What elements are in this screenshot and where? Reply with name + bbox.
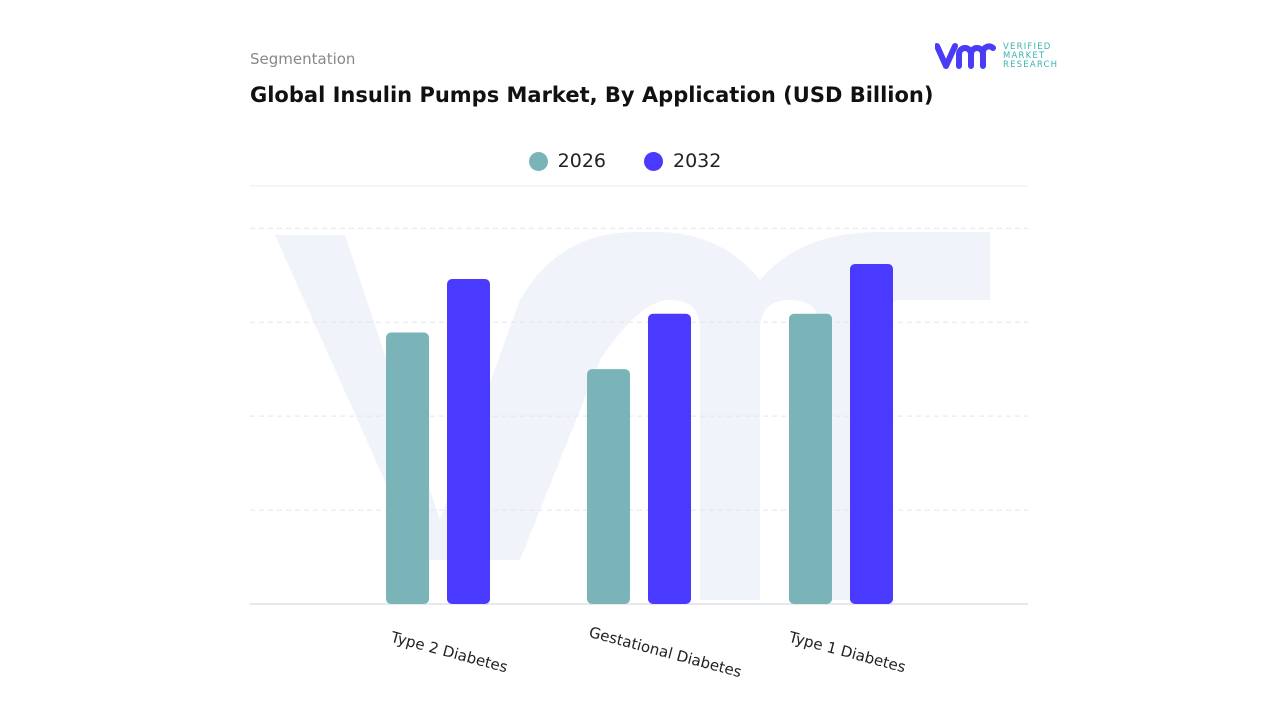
legend-dot-icon — [528, 151, 548, 171]
x-tick-label: Gestational Diabetes — [587, 623, 744, 681]
x-tick-label: Type 2 Diabetes — [388, 628, 510, 677]
legend-dot-icon — [644, 151, 663, 171]
logo-text-1: VERIFIED — [1003, 41, 1052, 52]
legend: 2026 2032 — [0, 150, 1280, 172]
legend-label: 2032 — [673, 150, 722, 172]
section-label: Segmentation — [250, 50, 356, 68]
legend-item-2026[interactable]: 2026 — [528, 150, 606, 172]
bar-2026-1[interactable] — [587, 369, 630, 604]
x-tick-label: Type 1 Diabetes — [786, 628, 908, 677]
bar-2032-2[interactable] — [850, 263, 893, 604]
chart-title: Global Insulin Pumps Market, By Applicat… — [250, 83, 934, 107]
bar-2032-0[interactable] — [447, 278, 490, 604]
vmr-logo-icon — [935, 43, 996, 69]
logo-text-2: MARKET — [1003, 50, 1046, 61]
legend-label: 2026 — [557, 150, 606, 172]
legend-item-2032[interactable]: 2032 — [644, 150, 721, 172]
bar-2032-1[interactable] — [648, 313, 691, 604]
vmr-logo: VERIFIED MARKET RESEARCH — [935, 42, 1058, 70]
bar-2026-0[interactable] — [386, 332, 429, 604]
bar-2026-2[interactable] — [789, 313, 832, 604]
logo-text-3: RESEARCH — [1003, 59, 1059, 70]
